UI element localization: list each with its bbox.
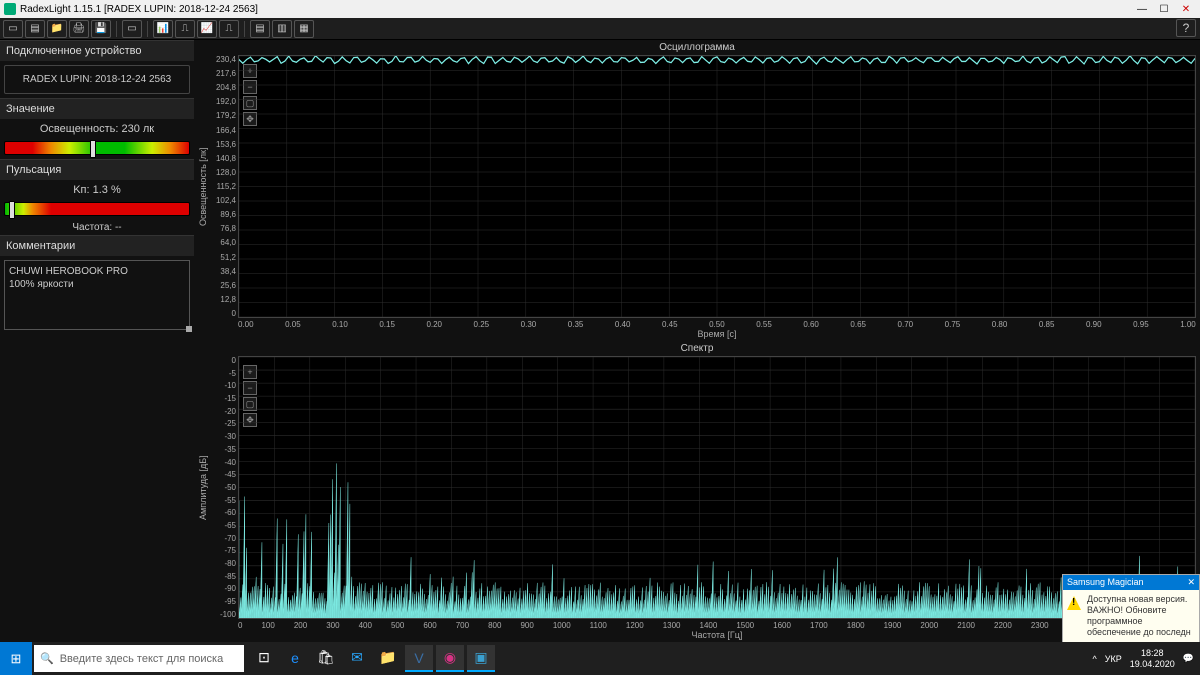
pulsation-header: Пульсация <box>0 159 194 180</box>
taskbar-app-3[interactable]: ✉ <box>343 645 371 672</box>
toolbar-button-11[interactable]: ▥ <box>272 20 292 38</box>
oscillogram-chart: Осциллограмма Освещенность [лк] 230,4217… <box>198 42 1196 339</box>
device-name: RADEX LUPIN: 2018-12-24 2563 <box>4 65 190 94</box>
frequency-value: Частота: -- <box>0 220 194 235</box>
comment-line: 100% яркости <box>9 278 185 291</box>
spectrum-title: Спектр <box>198 343 1196 356</box>
start-button[interactable]: ⊞ <box>0 642 32 675</box>
taskbar-app-5[interactable]: V <box>405 645 433 672</box>
spectrum-plot[interactable]: + − ▢ ✥ <box>238 356 1196 619</box>
tray-language[interactable]: УКР <box>1105 654 1122 664</box>
resize-handle-icon[interactable] <box>186 326 192 332</box>
spectrum-x-ticks: 0100200300400500600700800900100011001200… <box>238 619 1196 630</box>
oscillogram-plot[interactable]: + − ▢ ✥ <box>238 55 1196 318</box>
toolbar-separator <box>244 21 245 37</box>
notification-line: обеспечение до последн <box>1087 627 1195 638</box>
taskbar-app-6[interactable]: ◉ <box>436 645 464 672</box>
oscillogram-title: Осциллограмма <box>198 42 1196 55</box>
oscillogram-x-ticks: 0.000.050.100.150.200.250.300.350.400.45… <box>238 318 1196 329</box>
toolbar-button-5[interactable]: ▭ <box>122 20 142 38</box>
tray-notifications-icon[interactable]: 💬 <box>1183 653 1194 664</box>
lux-knob[interactable] <box>90 140 96 158</box>
comments-header: Комментарии <box>0 235 194 256</box>
toolbar: ▭▤📁🖨💾▭📊⎍📈⎍▤▥▦? <box>0 18 1200 40</box>
toolbar-separator <box>147 21 148 37</box>
taskbar-app-2[interactable]: 🛍 <box>312 645 340 672</box>
toolbar-button-4[interactable]: 💾 <box>91 20 111 38</box>
window-maximize-button[interactable]: ☐ <box>1154 4 1174 15</box>
lux-value: Освещенность: 230 лк <box>0 119 194 141</box>
toolbar-button-0[interactable]: ▭ <box>3 20 23 38</box>
notification-line: ВАЖНО! Обновите <box>1087 605 1195 616</box>
sidebar: Подключенное устройство RADEX LUPIN: 201… <box>0 40 194 642</box>
tray-clock[interactable]: 18:28 19.04.2020 <box>1130 648 1175 670</box>
search-icon: 🔍 <box>40 652 54 665</box>
spectrum-x-label: Частота [Гц] <box>238 630 1196 640</box>
spectrum-y-unit: Амплитуда [дБ] <box>198 356 210 619</box>
pulsation-bar <box>4 202 190 216</box>
pulsation-knob[interactable] <box>9 201 15 219</box>
window-title: RadexLight 1.15.1 [RADEX LUPIN: 2018-12-… <box>20 4 258 15</box>
notification-close-button[interactable]: ✕ <box>1187 577 1195 588</box>
toolbar-button-9[interactable]: ⎍ <box>219 20 239 38</box>
spectrum-y-ticks: 0-5-10-15-20-25-30-35-40-45-50-55-60-65-… <box>210 356 238 619</box>
toolbar-button-3[interactable]: 🖨 <box>69 20 89 38</box>
toolbar-button-8[interactable]: 📈 <box>197 20 217 38</box>
comment-line: CHUWI HEROBOOK PRO <box>9 265 185 278</box>
window-close-button[interactable]: ✕ <box>1176 4 1196 15</box>
toolbar-button-2[interactable]: 📁 <box>47 20 67 38</box>
taskbar: ⊞ 🔍 Введите здесь текст для поиска ⊡e🛍✉📁… <box>0 642 1200 675</box>
taskbar-app-0[interactable]: ⊡ <box>250 645 278 672</box>
lux-bar <box>4 141 190 155</box>
toolbar-button-1[interactable]: ▤ <box>25 20 45 38</box>
toolbar-button-12[interactable]: ▦ <box>294 20 314 38</box>
system-tray: ^ УКР 18:28 19.04.2020 💬 <box>1087 648 1200 670</box>
toolbar-button-7[interactable]: ⎍ <box>175 20 195 38</box>
notification-popup: Samsung Magician ✕ Доступна новая версия… <box>1062 574 1200 643</box>
charts-area: Осциллограмма Освещенность [лк] 230,4217… <box>194 40 1200 642</box>
spectrum-chart: Спектр Амплитуда [дБ] 0-5-10-15-20-25-30… <box>198 343 1196 640</box>
main-area: Подключенное устройство RADEX LUPIN: 201… <box>0 40 1200 642</box>
taskbar-app-4[interactable]: 📁 <box>374 645 402 672</box>
notification-line: Доступна новая версия. <box>1087 594 1195 605</box>
window-minimize-button[interactable]: — <box>1132 4 1152 15</box>
help-button[interactable]: ? <box>1176 19 1196 37</box>
oscillogram-x-label: Время [с] <box>238 329 1196 339</box>
tray-chevron-up-icon[interactable]: ^ <box>1093 654 1097 664</box>
oscillogram-y-unit: Освещенность [лк] <box>198 55 210 318</box>
comments-box[interactable]: CHUWI HEROBOOK PRO 100% яркости <box>4 260 190 330</box>
toolbar-button-6[interactable]: 📊 <box>153 20 173 38</box>
toolbar-button-10[interactable]: ▤ <box>250 20 270 38</box>
notification-title: Samsung Magician <box>1067 577 1144 588</box>
oscillogram-y-ticks: 230,4217,6204,8192,0179,2166,4153,6140,8… <box>210 55 238 318</box>
device-header: Подключенное устройство <box>0 40 194 61</box>
value-header: Значение <box>0 98 194 119</box>
taskbar-app-7[interactable]: ▣ <box>467 645 495 672</box>
taskbar-search[interactable]: 🔍 Введите здесь текст для поиска <box>34 645 244 672</box>
search-placeholder: Введите здесь текст для поиска <box>60 653 224 665</box>
window-titlebar: RadexLight 1.15.1 [RADEX LUPIN: 2018-12-… <box>0 0 1200 18</box>
pulsation-value: Kп: 1.3 % <box>0 180 194 202</box>
app-icon <box>4 3 16 15</box>
toolbar-separator <box>116 21 117 37</box>
notification-line: программное <box>1087 616 1195 627</box>
warning-icon <box>1067 596 1081 610</box>
taskbar-apps: ⊡e🛍✉📁V◉▣ <box>250 645 495 672</box>
taskbar-app-1[interactable]: e <box>281 645 309 672</box>
